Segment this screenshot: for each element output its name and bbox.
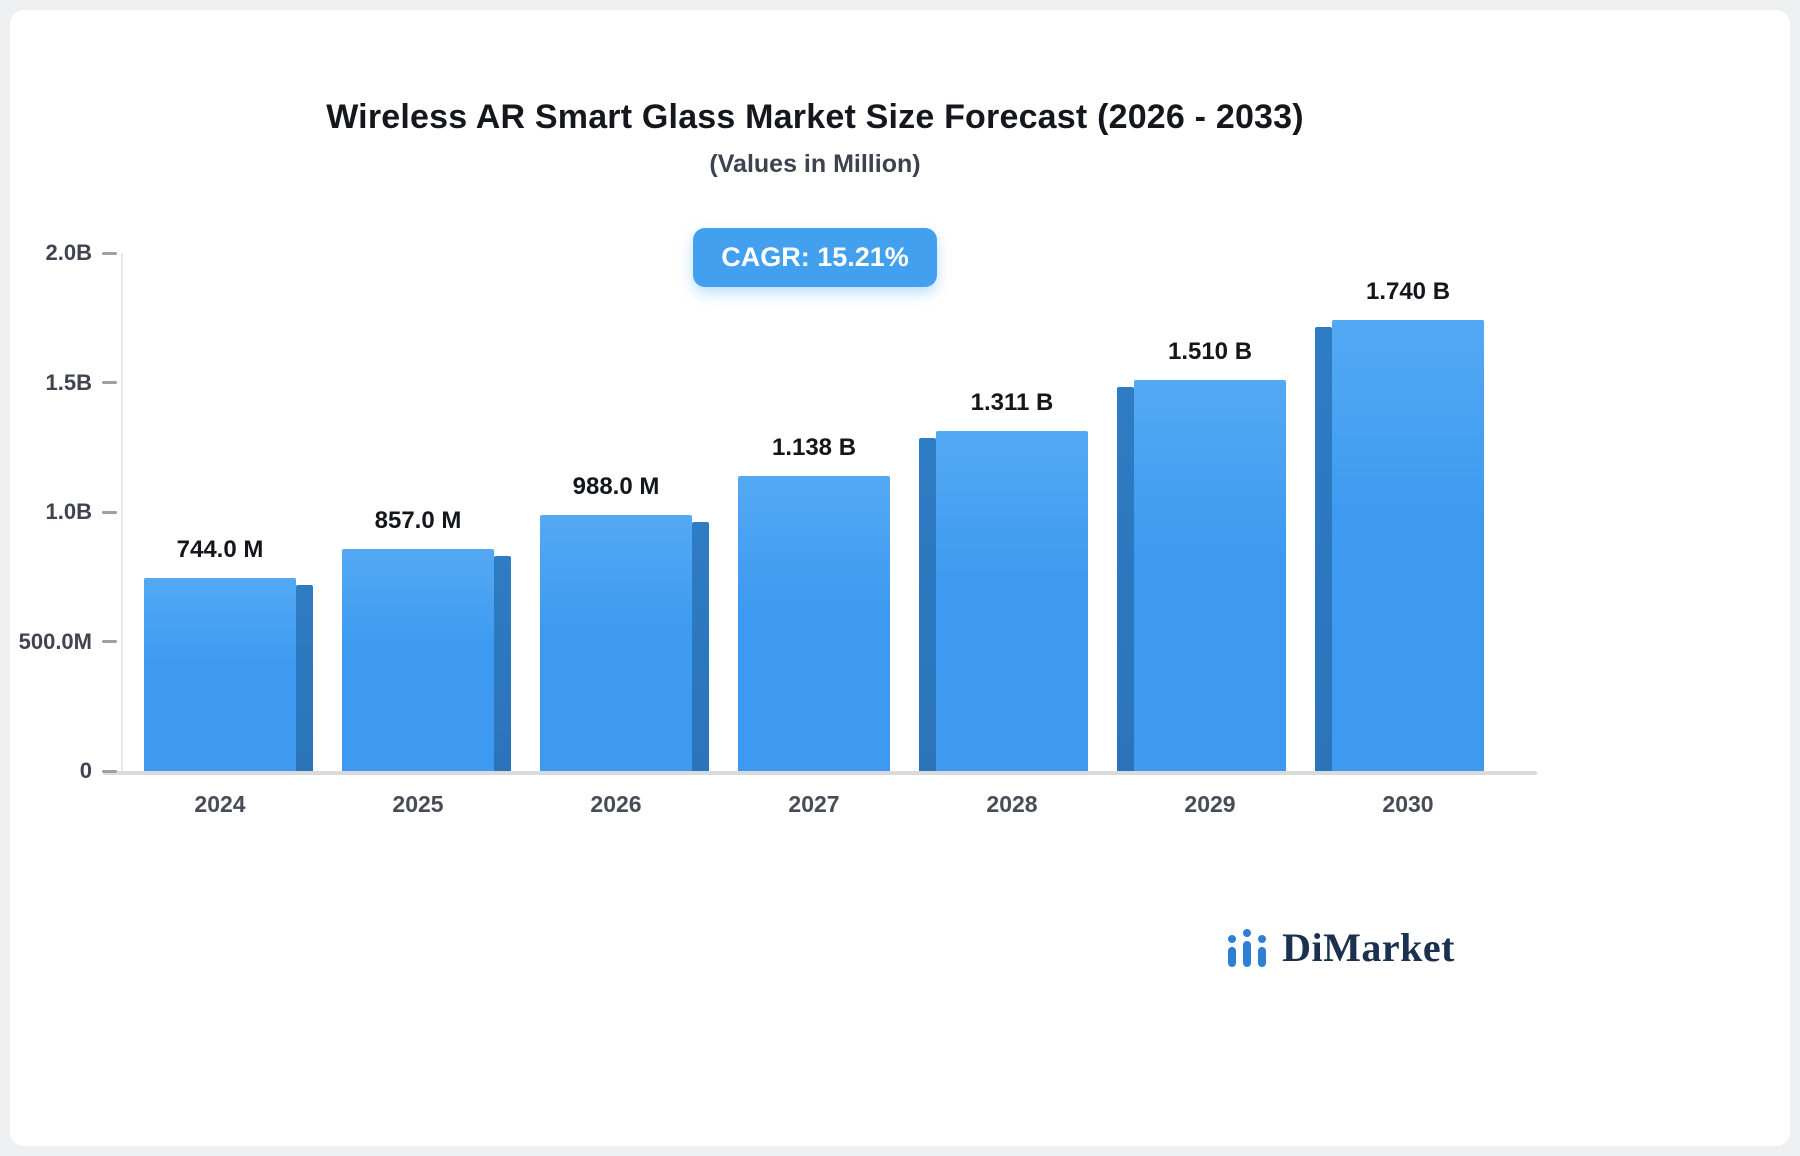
cagr-badge-wrap: CAGR: 15.21% xyxy=(10,228,1620,287)
bar-slot: 1.740 B xyxy=(1309,253,1507,771)
bar-slot: 857.0 M xyxy=(319,253,517,771)
y-tick: 0 xyxy=(80,758,121,784)
y-tick-mark xyxy=(102,640,117,643)
y-tick-mark xyxy=(102,769,117,773)
y-tick-label: 1.5B xyxy=(45,369,92,395)
x-axis-label-2029: 2029 xyxy=(1184,791,1236,817)
y-tick: 1.0B xyxy=(46,499,121,525)
x-axis-label-2030: 2030 xyxy=(1382,791,1434,817)
logo-text: DiMarket xyxy=(1282,925,1455,970)
bar-2024 xyxy=(144,578,313,771)
bar-2026 xyxy=(540,515,709,771)
y-tick-label: 0 xyxy=(79,758,92,783)
y-tick-label: 1.0B xyxy=(45,499,92,524)
bar-value-label: 988.0 M xyxy=(572,473,660,501)
bar-value-label: 1.138 B xyxy=(771,434,857,462)
chart-card: Wireless AR Smart Glass Market Size Fore… xyxy=(10,10,1790,1146)
bar-slot: 1.138 B xyxy=(715,253,913,771)
chart-title: Wireless AR Smart Glass Market Size Fore… xyxy=(326,98,1304,136)
bar-slot: 744.0 M xyxy=(121,253,319,771)
bar-value-label: 1.510 B xyxy=(1167,337,1253,365)
bar-2028 xyxy=(919,431,1088,771)
dimarket-logo: DiMarket xyxy=(1224,924,1455,971)
bar-value-label: 1.311 B xyxy=(970,389,1054,417)
y-tick: 500.0M xyxy=(19,629,121,655)
y-tick-mark xyxy=(102,510,117,514)
y-tick: 1.5B xyxy=(46,370,121,396)
bar-slot: 988.0 M xyxy=(517,253,715,771)
y-axis-line xyxy=(121,253,123,771)
y-tick-mark xyxy=(102,251,117,255)
x-axis-label-2028: 2028 xyxy=(986,791,1038,817)
cagr-badge: CAGR: 15.21% xyxy=(693,228,937,287)
chart-subtitle: (Values in Million) xyxy=(709,150,921,178)
y-tick-label: 2.0B xyxy=(45,240,92,265)
x-axis-labels: 2024 2025 2026 2027 2028 2029 2030 xyxy=(121,791,1507,818)
x-axis-label-2025: 2025 xyxy=(392,791,444,817)
y-tick-label: 500.0M xyxy=(18,628,92,654)
x-axis-line xyxy=(103,771,1537,775)
x-axis-label-2024: 2024 xyxy=(194,791,246,817)
bar-2029 xyxy=(1117,379,1286,772)
bar-value-label: 857.0 M xyxy=(374,507,462,535)
plot-area: 744.0 M 857.0 M 988.0 M 1.138 B 1.311 B 1.510… xyxy=(19,240,1537,783)
y-tick-mark xyxy=(102,381,117,384)
bar-2027 xyxy=(738,476,890,771)
bar-chart-logo-icon xyxy=(1228,928,1267,967)
y-tick: 2.0B xyxy=(46,240,121,266)
bar-slot: 1.510 B xyxy=(1111,253,1309,772)
bar-value-label: 744.0 M xyxy=(176,536,264,564)
x-axis-label-2026: 2026 xyxy=(590,791,642,817)
bar-2030 xyxy=(1315,320,1484,771)
bars-container: 744.0 M 857.0 M 988.0 M 1.138 B 1.311 B 1.510… xyxy=(121,253,1507,772)
bar-2025 xyxy=(342,549,511,771)
bar-slot: 1.311 B xyxy=(913,253,1111,771)
x-axis-label-2027: 2027 xyxy=(788,791,840,817)
bar-value-label: 1.740 B xyxy=(1365,278,1451,306)
